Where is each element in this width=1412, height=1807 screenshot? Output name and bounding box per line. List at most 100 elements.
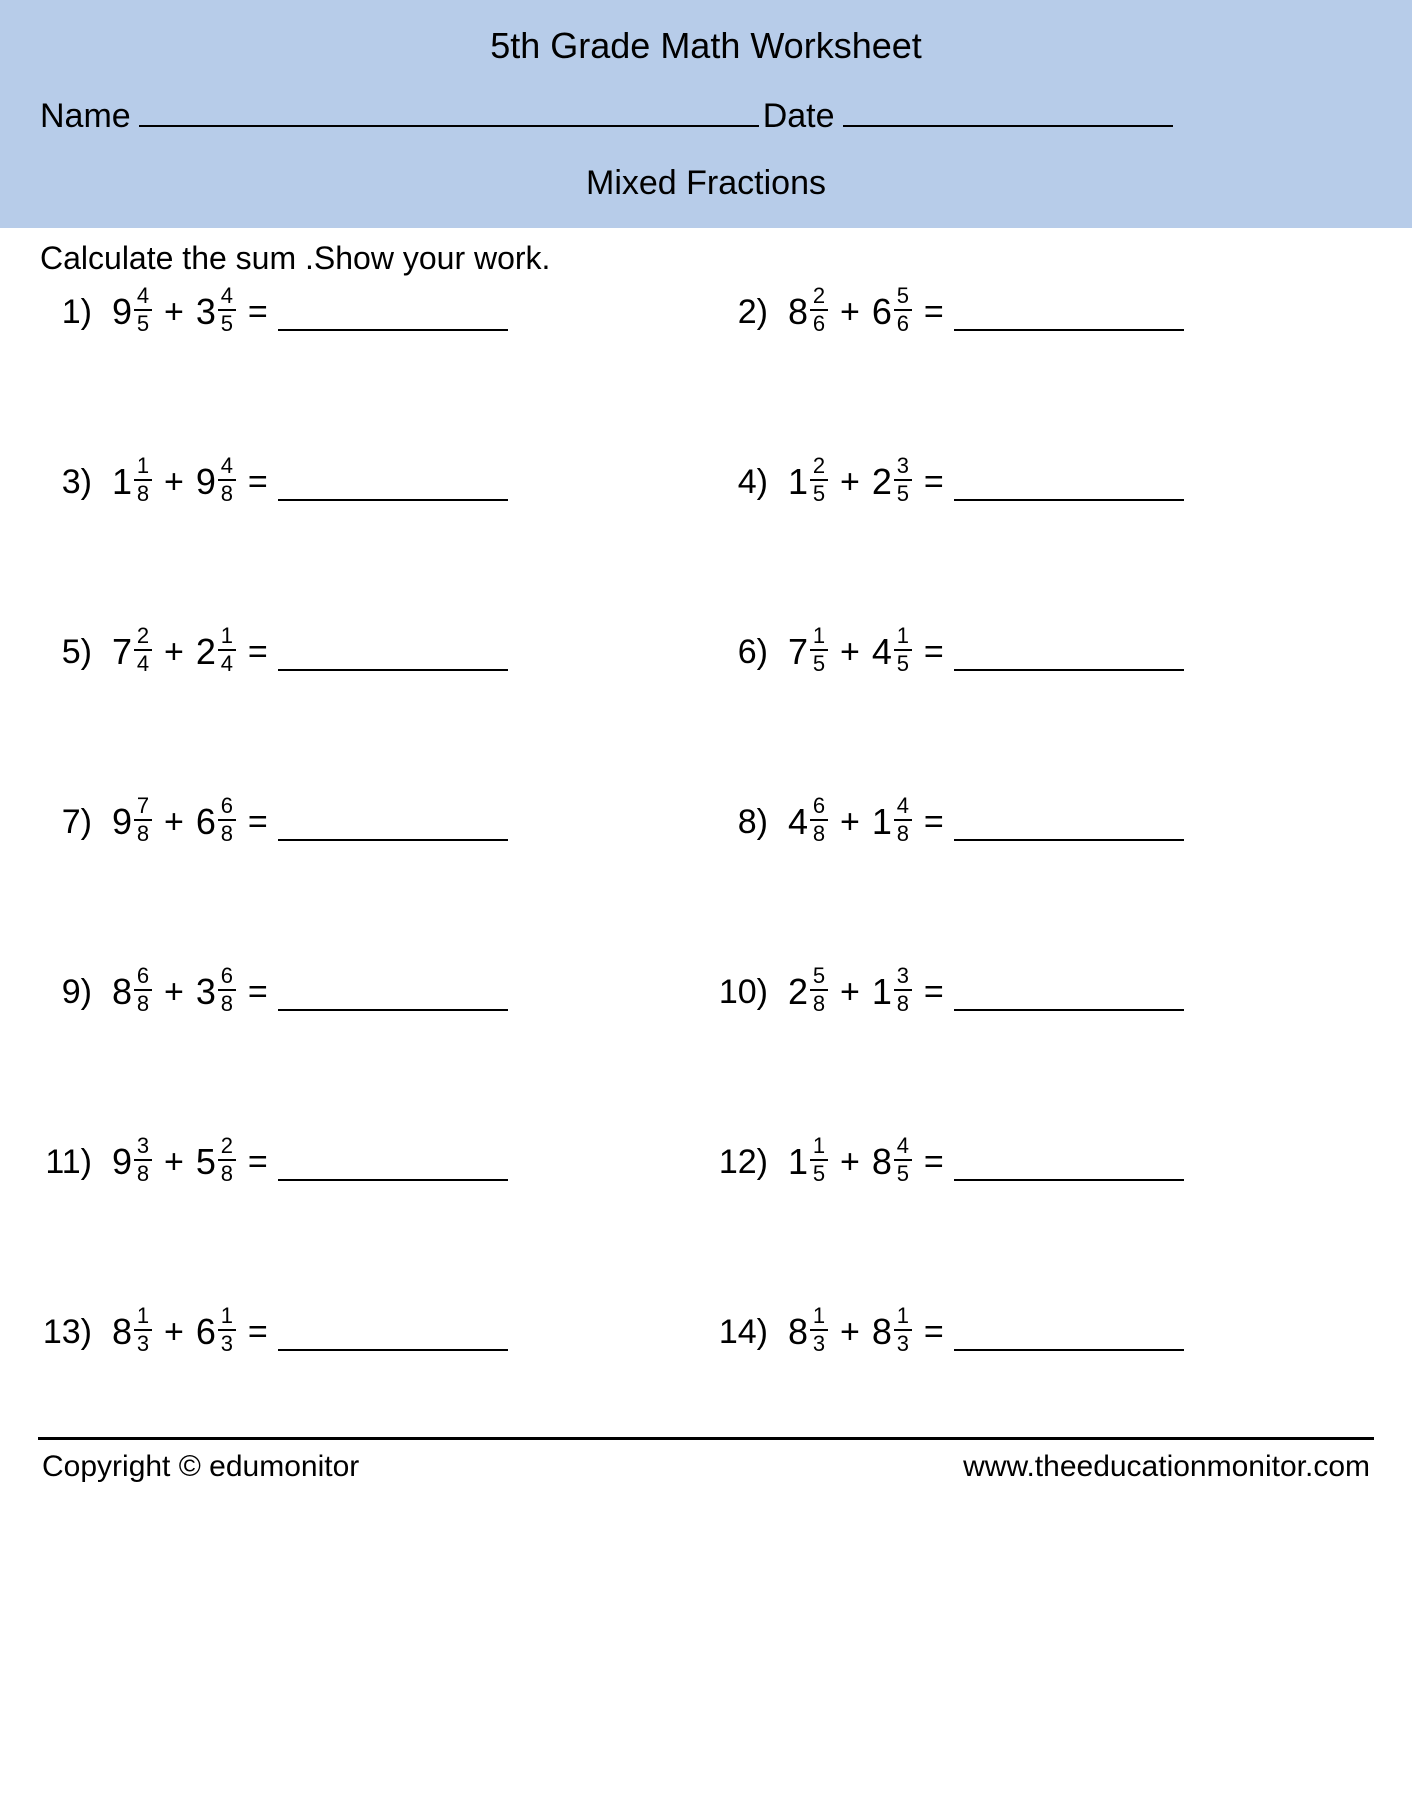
fraction: 15 <box>810 1135 828 1185</box>
equals-sign: = <box>924 633 944 672</box>
whole-number: 8 <box>788 291 808 333</box>
problem-row: 5)724+214= <box>40 627 696 677</box>
equals-sign: = <box>924 973 944 1012</box>
denominator: 8 <box>134 1159 152 1185</box>
whole-number: 1 <box>788 1141 808 1183</box>
numerator: 6 <box>221 795 233 819</box>
answer-input-line[interactable] <box>278 669 508 671</box>
fraction: 13 <box>894 1305 912 1355</box>
date-input-line[interactable] <box>843 125 1173 127</box>
denominator: 8 <box>810 989 828 1015</box>
footer-divider <box>38 1437 1374 1440</box>
whole-number: 1 <box>872 971 892 1013</box>
whole-number: 6 <box>196 1311 216 1353</box>
numerator: 1 <box>813 1135 825 1159</box>
problem-row: 9)868+368= <box>40 967 696 1017</box>
whole-number: 2 <box>788 971 808 1013</box>
mixed-fraction: 868 <box>112 967 152 1017</box>
fraction: 68 <box>810 795 828 845</box>
whole-number: 8 <box>112 1311 132 1353</box>
numerator: 4 <box>221 455 233 479</box>
answer-input-line[interactable] <box>954 669 1184 671</box>
answer-input-line[interactable] <box>278 1179 508 1181</box>
fraction: 48 <box>218 455 236 505</box>
answer-input-line[interactable] <box>954 839 1184 841</box>
operator-plus: + <box>840 463 860 502</box>
fraction: 56 <box>894 285 912 335</box>
fraction: 58 <box>810 965 828 1015</box>
mixed-fraction: 118 <box>112 457 152 507</box>
fraction: 13 <box>218 1305 236 1355</box>
problem-row: 11)938+528= <box>40 1137 696 1187</box>
operator-plus: + <box>840 293 860 332</box>
problem-number: 11) <box>40 1143 110 1182</box>
denominator: 5 <box>134 309 152 335</box>
denominator: 3 <box>218 1329 236 1355</box>
numerator: 1 <box>137 455 149 479</box>
name-date-row: Name Date <box>30 97 1382 136</box>
problem-row: 6)715+415= <box>716 627 1372 677</box>
denominator: 4 <box>134 649 152 675</box>
mixed-fraction: 813 <box>788 1307 828 1357</box>
problem-row: 10)258+138= <box>716 967 1372 1017</box>
numerator: 2 <box>137 625 149 649</box>
numerator: 4 <box>221 285 233 309</box>
denominator: 8 <box>134 819 152 845</box>
denominator: 5 <box>894 649 912 675</box>
name-input-line[interactable] <box>139 125 759 127</box>
fraction: 48 <box>894 795 912 845</box>
answer-input-line[interactable] <box>954 1349 1184 1351</box>
answer-input-line[interactable] <box>278 329 508 331</box>
fraction: 15 <box>810 625 828 675</box>
answer-input-line[interactable] <box>278 1009 508 1011</box>
denominator: 8 <box>134 479 152 505</box>
problem-row: 7)978+668= <box>40 797 696 847</box>
answer-input-line[interactable] <box>954 499 1184 501</box>
numerator: 6 <box>813 795 825 819</box>
numerator: 4 <box>897 795 909 819</box>
mixed-fraction: 813 <box>112 1307 152 1357</box>
problem-number: 3) <box>40 463 110 502</box>
name-label: Name <box>40 97 131 136</box>
answer-input-line[interactable] <box>278 839 508 841</box>
fraction: 18 <box>134 455 152 505</box>
mixed-fraction: 978 <box>112 797 152 847</box>
answer-input-line[interactable] <box>954 1179 1184 1181</box>
problem-number: 12) <box>716 1143 786 1182</box>
fraction: 35 <box>894 455 912 505</box>
answer-input-line[interactable] <box>954 329 1184 331</box>
fraction: 68 <box>218 795 236 845</box>
mixed-fraction: 258 <box>788 967 828 1017</box>
whole-number: 1 <box>788 461 808 503</box>
mixed-fraction: 724 <box>112 627 152 677</box>
answer-input-line[interactable] <box>278 499 508 501</box>
whole-number: 9 <box>112 1141 132 1183</box>
answer-input-line[interactable] <box>954 1009 1184 1011</box>
numerator: 2 <box>813 455 825 479</box>
answer-input-line[interactable] <box>278 1349 508 1351</box>
numerator: 1 <box>897 1305 909 1329</box>
problems-grid: 1)945+345=2)826+656=3)118+948=4)125+235=… <box>40 287 1372 1437</box>
mixed-fraction: 138 <box>872 967 912 1017</box>
mixed-fraction: 948 <box>196 457 236 507</box>
fraction: 28 <box>218 1135 236 1185</box>
mixed-fraction: 715 <box>788 627 828 677</box>
problem-number: 4) <box>716 463 786 502</box>
numerator: 3 <box>897 965 909 989</box>
whole-number: 4 <box>872 631 892 673</box>
numerator: 1 <box>221 625 233 649</box>
denominator: 6 <box>894 309 912 335</box>
problem-number: 9) <box>40 973 110 1012</box>
mixed-fraction: 938 <box>112 1137 152 1187</box>
mixed-fraction: 813 <box>872 1307 912 1357</box>
denominator: 5 <box>810 649 828 675</box>
denominator: 5 <box>894 1159 912 1185</box>
instructions-text: Calculate the sum .Show your work. <box>40 240 1372 277</box>
operator-plus: + <box>164 1143 184 1182</box>
numerator: 1 <box>813 625 825 649</box>
mixed-fraction: 345 <box>196 287 236 337</box>
numerator: 4 <box>897 1135 909 1159</box>
date-label: Date <box>763 97 835 136</box>
mixed-fraction: 656 <box>872 287 912 337</box>
mixed-fraction: 415 <box>872 627 912 677</box>
